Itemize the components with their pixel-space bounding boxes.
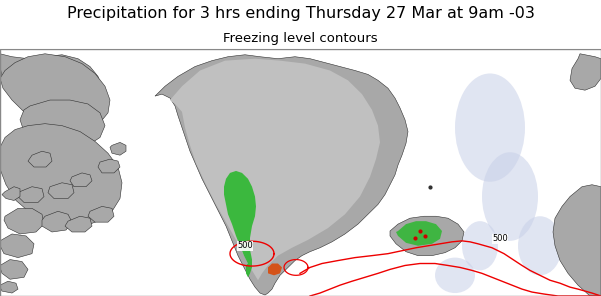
Polygon shape — [570, 54, 601, 90]
Polygon shape — [0, 54, 102, 116]
Ellipse shape — [435, 258, 475, 293]
Polygon shape — [0, 234, 34, 258]
Text: 500: 500 — [492, 234, 508, 243]
Polygon shape — [20, 100, 105, 149]
Text: Freezing level contours: Freezing level contours — [223, 32, 378, 45]
Polygon shape — [390, 216, 464, 256]
Polygon shape — [0, 260, 28, 279]
Text: Precipitation for 3 hrs ending Thursday 27 Mar at 9am -03: Precipitation for 3 hrs ending Thursday … — [67, 6, 534, 21]
Ellipse shape — [462, 221, 498, 271]
Polygon shape — [98, 159, 120, 173]
Polygon shape — [0, 124, 122, 228]
Polygon shape — [110, 142, 126, 155]
Polygon shape — [4, 208, 44, 234]
Polygon shape — [170, 59, 380, 280]
Ellipse shape — [482, 152, 538, 241]
Ellipse shape — [518, 216, 562, 275]
Polygon shape — [553, 185, 601, 296]
Polygon shape — [48, 183, 74, 199]
Polygon shape — [42, 211, 72, 232]
Polygon shape — [155, 55, 408, 295]
Text: 500: 500 — [237, 241, 253, 250]
Polygon shape — [0, 54, 110, 133]
Polygon shape — [268, 263, 282, 275]
Polygon shape — [65, 216, 92, 232]
Ellipse shape — [455, 73, 525, 182]
Polygon shape — [18, 187, 44, 202]
Polygon shape — [396, 221, 442, 246]
Polygon shape — [28, 151, 52, 167]
Polygon shape — [70, 173, 92, 187]
Polygon shape — [0, 281, 18, 293]
Polygon shape — [88, 206, 114, 222]
Polygon shape — [2, 187, 20, 200]
Polygon shape — [224, 171, 256, 277]
